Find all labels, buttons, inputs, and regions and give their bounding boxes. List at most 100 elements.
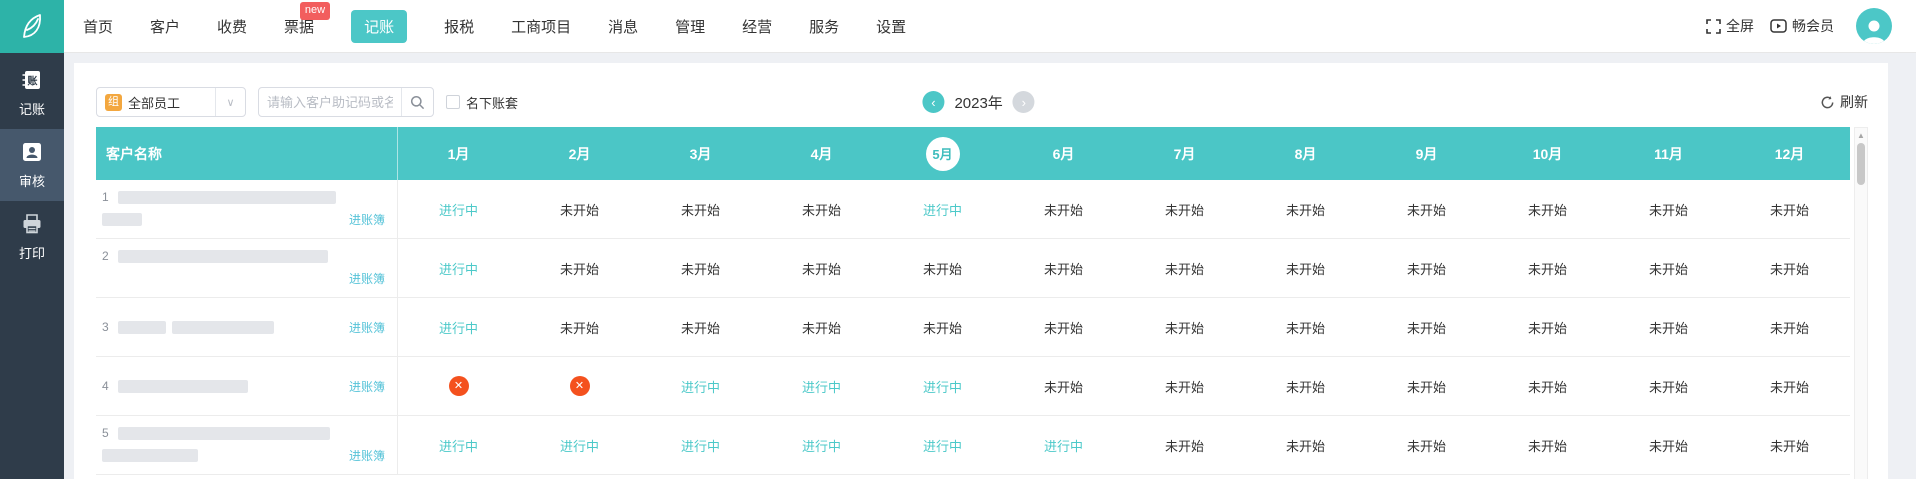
status-cell[interactable]: 进行中 xyxy=(761,357,882,415)
status-cell[interactable]: 进行中 xyxy=(640,357,761,415)
status-cell[interactable]: 未开始 xyxy=(1487,357,1608,415)
status-cell[interactable]: 未开始 xyxy=(1608,239,1729,297)
status-cell[interactable]: 未开始 xyxy=(1366,357,1487,415)
status-cell[interactable]: 未开始 xyxy=(1729,357,1850,415)
employee-filter-select[interactable]: 组 全部员工 ∨ xyxy=(96,87,246,117)
status-cell[interactable]: 进行中 xyxy=(1003,416,1124,474)
error-icon[interactable]: ✕ xyxy=(448,376,469,396)
scroll-up-arrow[interactable]: ▲ xyxy=(1857,131,1865,140)
app-logo[interactable] xyxy=(0,0,64,53)
ledger-link[interactable]: 进账簿 xyxy=(348,320,385,335)
status-cell[interactable]: 未开始 xyxy=(1366,298,1487,356)
nav-item-services[interactable]: 服务 xyxy=(809,18,840,36)
status-cell[interactable]: 进行中 xyxy=(398,180,519,238)
error-icon[interactable]: ✕ xyxy=(569,376,590,396)
status-cell[interactable]: 未开始 xyxy=(1487,416,1608,474)
status-cell[interactable]: 未开始 xyxy=(1366,239,1487,297)
nav-item-settings[interactable]: 设置 xyxy=(876,18,907,36)
status-cell[interactable]: ✕ xyxy=(398,357,519,415)
status-cell[interactable]: 未开始 xyxy=(1003,239,1124,297)
nav-item-customers[interactable]: 客户 xyxy=(150,18,181,36)
status-cell[interactable]: 未开始 xyxy=(519,298,640,356)
status-cell[interactable]: 未开始 xyxy=(519,239,640,297)
status-cell[interactable]: 未开始 xyxy=(1124,416,1245,474)
status-cell[interactable]: 未开始 xyxy=(761,298,882,356)
ledger-link[interactable]: 进账簿 xyxy=(348,272,385,286)
status-cell[interactable]: 未开始 xyxy=(1003,357,1124,415)
nav-item-bookkeeping[interactable]: 记账 xyxy=(351,9,408,43)
refresh-button[interactable]: 刷新 xyxy=(1820,92,1868,112)
own-accounts-checkbox[interactable]: 名下账套 xyxy=(446,93,518,112)
ledger-link[interactable]: 进账簿 xyxy=(348,379,385,394)
nav-item-operations[interactable]: 经营 xyxy=(742,18,773,36)
status-cell[interactable]: 未开始 xyxy=(1245,357,1366,415)
status-cell[interactable]: 未开始 xyxy=(1124,357,1245,415)
member-button[interactable]: 畅会员 xyxy=(1770,16,1834,36)
status-cell[interactable]: 未开始 xyxy=(1729,180,1850,238)
status-cell[interactable]: 未开始 xyxy=(1487,298,1608,356)
nav-item-tax[interactable]: 报税 xyxy=(444,18,475,36)
month-col-10[interactable]: 10月 xyxy=(1532,145,1563,162)
status-cell[interactable]: 未开始 xyxy=(1366,416,1487,474)
checkbox-box[interactable] xyxy=(446,95,460,109)
status-cell[interactable]: 未开始 xyxy=(1003,298,1124,356)
status-cell[interactable]: 未开始 xyxy=(1124,180,1245,238)
status-cell[interactable]: 未开始 xyxy=(519,180,640,238)
sidebar-item-audit[interactable]: 审核 xyxy=(0,129,64,201)
nav-item-management[interactable]: 管理 xyxy=(675,18,706,36)
status-cell[interactable]: 未开始 xyxy=(1729,416,1850,474)
status-cell[interactable]: 未开始 xyxy=(1608,416,1729,474)
status-cell[interactable]: 进行中 xyxy=(882,416,1003,474)
status-cell[interactable]: 未开始 xyxy=(1245,180,1366,238)
scrollbar-thumb[interactable] xyxy=(1857,143,1865,185)
nav-item-home[interactable]: 首页 xyxy=(83,18,114,36)
month-col-4[interactable]: 4月 xyxy=(810,145,833,162)
next-year-button[interactable]: › xyxy=(1012,91,1035,113)
status-cell[interactable]: 进行中 xyxy=(882,357,1003,415)
month-col-11[interactable]: 11月 xyxy=(1654,145,1683,162)
status-cell[interactable]: 未开始 xyxy=(761,180,882,238)
status-cell[interactable]: 未开始 xyxy=(1245,298,1366,356)
search-input[interactable] xyxy=(259,94,401,110)
status-cell[interactable]: 进行中 xyxy=(761,416,882,474)
status-cell[interactable]: 未开始 xyxy=(1003,180,1124,238)
sidebar-item-print[interactable]: 打印 xyxy=(0,201,64,273)
status-cell[interactable]: 未开始 xyxy=(640,298,761,356)
status-cell[interactable]: 未开始 xyxy=(1245,239,1366,297)
status-cell[interactable]: 未开始 xyxy=(1487,239,1608,297)
status-cell[interactable]: 未开始 xyxy=(1124,239,1245,297)
month-col-1[interactable]: 1月 xyxy=(447,145,470,162)
status-cell[interactable]: 未开始 xyxy=(1124,298,1245,356)
status-cell[interactable]: 未开始 xyxy=(1487,180,1608,238)
status-cell[interactable]: 未开始 xyxy=(640,239,761,297)
nav-item-business-projects[interactable]: 工商项目 xyxy=(511,18,572,36)
vertical-scrollbar[interactable]: ▲ xyxy=(1854,127,1868,479)
prev-year-button[interactable]: ‹ xyxy=(922,91,945,113)
month-col-5[interactable]: 5月 xyxy=(882,127,1003,180)
sidebar-item-bookkeeping[interactable]: 账记账 xyxy=(0,57,64,129)
status-cell[interactable]: 未开始 xyxy=(882,239,1003,297)
month-col-3[interactable]: 3月 xyxy=(689,145,712,162)
nav-item-messages[interactable]: 消息 xyxy=(608,18,639,36)
status-cell[interactable]: 进行中 xyxy=(640,416,761,474)
status-cell[interactable]: 未开始 xyxy=(1245,416,1366,474)
status-cell[interactable]: 进行中 xyxy=(519,416,640,474)
status-cell[interactable]: 未开始 xyxy=(1729,239,1850,297)
status-cell[interactable]: 进行中 xyxy=(882,180,1003,238)
month-col-9[interactable]: 9月 xyxy=(1415,145,1438,162)
status-cell[interactable]: 未开始 xyxy=(1608,180,1729,238)
status-cell[interactable]: 未开始 xyxy=(640,180,761,238)
nav-item-fees[interactable]: 收费 xyxy=(217,18,248,36)
month-col-7[interactable]: 7月 xyxy=(1173,145,1196,162)
status-cell[interactable]: 未开始 xyxy=(1729,298,1850,356)
status-cell[interactable]: 未开始 xyxy=(882,298,1003,356)
ledger-link[interactable]: 进账簿 xyxy=(348,213,385,227)
month-col-2[interactable]: 2月 xyxy=(568,145,591,162)
ledger-link[interactable]: 进账簿 xyxy=(348,449,385,463)
status-cell[interactable]: 未开始 xyxy=(1608,298,1729,356)
month-col-6[interactable]: 6月 xyxy=(1052,145,1075,162)
status-cell[interactable]: 进行中 xyxy=(398,298,519,356)
month-col-8[interactable]: 8月 xyxy=(1294,145,1317,162)
status-cell[interactable]: 未开始 xyxy=(1366,180,1487,238)
month-col-12[interactable]: 12月 xyxy=(1774,145,1805,162)
